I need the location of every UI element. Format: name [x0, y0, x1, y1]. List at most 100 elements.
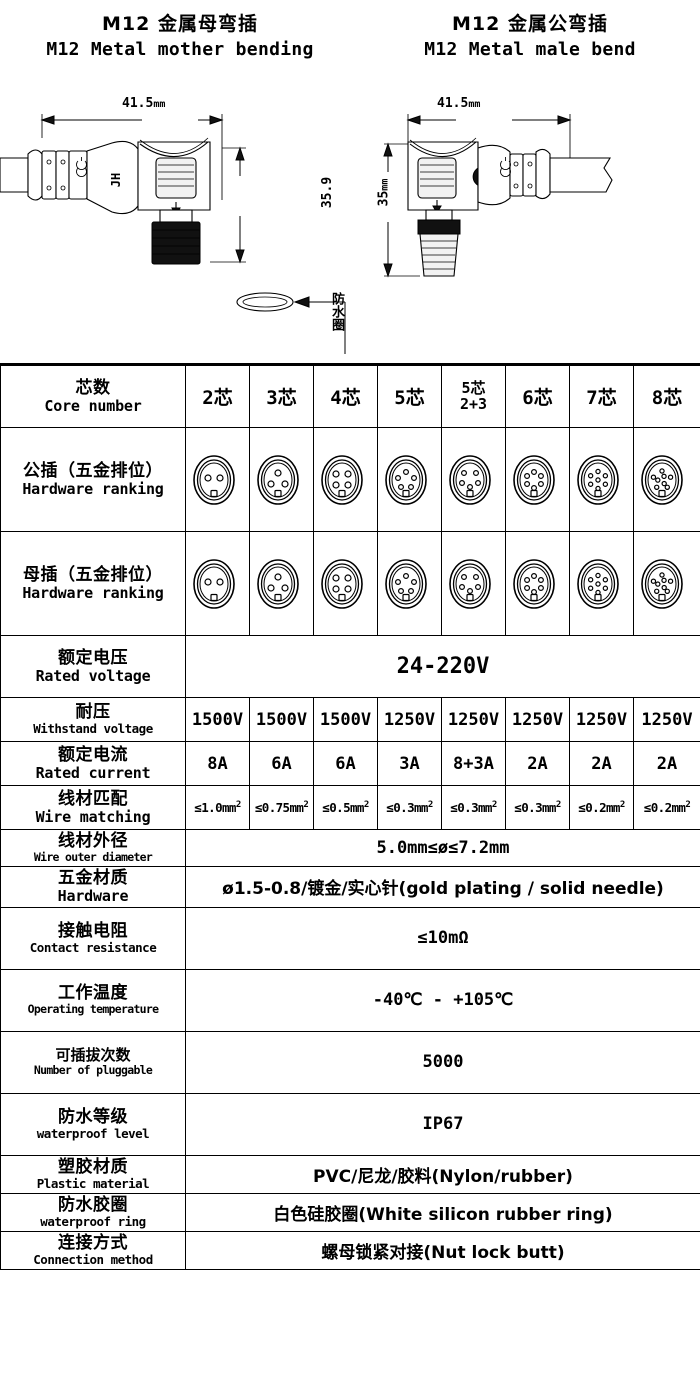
table-row-core-number: 芯数 Core number 2芯 3芯 4芯 5芯 5芯 2+3 6芯 7芯 … — [0, 365, 700, 428]
row-value-cell: ≤0.2mm2 — [633, 785, 700, 830]
row-label: 工作温度 Operating temperature — [0, 968, 186, 1032]
row-value-cell: 8A — [185, 741, 250, 786]
female-pin-cell — [377, 531, 442, 636]
female-pin-face-4pin — [321, 558, 363, 609]
label-en: Plastic material — [36, 1175, 150, 1191]
table-row-spec: 额定电压 Rated voltage 24-220V — [0, 635, 700, 698]
row-value-cell: 1250V — [633, 697, 700, 742]
core-col-5-2plus3: 5芯 2+3 — [441, 365, 506, 428]
label-en: waterproof ring — [40, 1213, 146, 1229]
row-value-cell: ≤0.2mm2 — [569, 785, 634, 830]
row-label: 额定电流 Rated current — [0, 741, 186, 786]
female-pin-cell — [185, 531, 250, 636]
male-width-dimension: 41.5mm — [437, 96, 481, 111]
row-value: 螺母锁紧对接(Nut lock butt) — [185, 1230, 700, 1270]
male-pin-cell — [569, 427, 634, 532]
label-cn: 防水胶圈 — [58, 1194, 128, 1215]
male-pin-face-5pin — [449, 454, 491, 505]
table-row-spec: 五金材质 Hardware ø1.5-0.8/镀金/实心针(gold plating… — [0, 865, 700, 908]
row-label-core-number: 芯数 Core number — [0, 365, 186, 428]
label-cn: 耐压 — [75, 701, 111, 722]
row-value: 5000 — [185, 1030, 700, 1094]
row-value-cell: ≤1.0mm2 — [185, 785, 250, 830]
male-title-cn: M12 金属公弯插 — [452, 13, 608, 35]
female-pin-face-8pin — [641, 558, 683, 609]
table-row-spec: 防水等级 waterproof level IP67 — [0, 1092, 700, 1156]
row-value-cell: 6A — [313, 741, 378, 786]
male-pin-cell — [185, 427, 250, 532]
nut-band — [417, 219, 461, 235]
row-value-cell: 3A — [377, 741, 442, 786]
male-pin-face-5pin — [385, 454, 427, 505]
label-en: Contact resistance — [29, 939, 157, 955]
row-label: 可插拔次数 Number of pluggable — [0, 1030, 186, 1094]
height-dim-line — [383, 142, 420, 278]
male-pin-cell — [313, 427, 378, 532]
label-cn: 可插拔次数 — [55, 1046, 131, 1065]
label-cn: 连接方式 — [58, 1232, 128, 1253]
male-pin-face-4pin — [321, 454, 363, 505]
row-value: IP67 — [185, 1092, 700, 1156]
label-en: Number of pluggable — [33, 1063, 153, 1078]
female-title-block: M12 金属母弯插 M12 Metal mother bending — [0, 0, 360, 61]
label-en: Hardware ranking — [22, 583, 164, 602]
table-row-spec: 连接方式 Connection method 螺母锁紧对接(Nut lock but… — [0, 1230, 700, 1270]
row-value-cell: ≤0.5mm2 — [313, 785, 378, 830]
female-pin-face-7pin — [577, 558, 619, 609]
male-title-en: M12 Metal male bend — [424, 38, 636, 60]
row-value: ≤10mΩ — [185, 906, 700, 970]
row-value-cell: 2A — [505, 741, 570, 786]
label-en: Wire outer diameter — [33, 850, 153, 865]
male-pin-cell — [441, 427, 506, 532]
label-en: Rated current — [35, 763, 151, 782]
row-value-cell: 1250V — [569, 697, 634, 742]
table-row-spec: 线材匹配 Wire matching ≤1.0mm2 ≤0.75mm2 ≤0.5mm2 ≤… — [0, 785, 700, 830]
female-pin-face-3pin — [257, 558, 299, 609]
core-col-7: 7芯 — [569, 365, 634, 428]
core-col-8: 8芯 — [633, 365, 700, 428]
oring-label: 防水圈 — [329, 292, 344, 331]
label-en: Operating temperature — [27, 1002, 159, 1017]
female-pin-cell — [313, 531, 378, 636]
row-label: 连接方式 Connection method — [0, 1230, 186, 1270]
row-value: 白色硅胶圈(White silicon rubber ring) — [185, 1192, 700, 1232]
ce-mark-icon — [76, 157, 87, 177]
row-label: 线材匹配 Wire matching — [0, 785, 186, 830]
row-value-cell: 2A — [569, 741, 634, 786]
row-label-male-hardware: 公插（五金排位） Hardware ranking — [0, 427, 186, 532]
female-pin-cell — [505, 531, 570, 636]
female-connector-panel: M12 金属母弯插 M12 Metal mother bending 41.5m… — [0, 0, 360, 365]
row-label: 防水等级 waterproof level — [0, 1092, 186, 1156]
row-value-cell: 1250V — [505, 697, 570, 742]
row-value-cell: 1500V — [249, 697, 314, 742]
label-cn: 塑胶材质 — [58, 1156, 128, 1177]
table-row-spec: 塑胶材质 Plastic material PVC/尼龙/胶料(Nylon/rubb… — [0, 1154, 700, 1194]
label-en: Wire matching — [35, 807, 151, 826]
row-label-female-hardware: 母插（五金排位） Hardware ranking — [0, 531, 186, 636]
label-cn: 工作温度 — [58, 983, 128, 1004]
male-pin-cell — [633, 427, 700, 532]
ce-mark-icon — [500, 157, 511, 177]
male-pin-face-3pin — [257, 454, 299, 505]
label-cn: 母插（五金排位） — [23, 564, 163, 585]
height-dim-line — [210, 146, 246, 264]
row-value-cell: 1500V — [185, 697, 250, 742]
row-label: 五金材质 Hardware — [0, 865, 186, 908]
male-pin-cell — [505, 427, 570, 532]
female-pin-cell — [441, 531, 506, 636]
male-pin-cell — [377, 427, 442, 532]
male-connector-drawing — [383, 114, 613, 278]
width-dim-line — [40, 114, 224, 200]
row-label: 耐压 Withstand voltage — [0, 697, 186, 742]
label-en: Withstand voltage — [33, 721, 153, 737]
female-pin-face-5pin — [385, 558, 427, 609]
row-value-cell: 1250V — [377, 697, 442, 742]
table-row-spec: 线材外径 Wire outer diameter 5.0mm≤ø≤7.2mm — [0, 829, 700, 867]
label-cn: 额定电流 — [58, 744, 128, 765]
table-row-spec: 接触电阻 Contact resistance ≤10mΩ — [0, 906, 700, 970]
label-en: Connection method — [33, 1251, 153, 1267]
brand-mark: JH — [109, 173, 123, 187]
core-col-2: 2芯 — [185, 365, 250, 428]
male-pin-face-2pin — [193, 454, 235, 505]
